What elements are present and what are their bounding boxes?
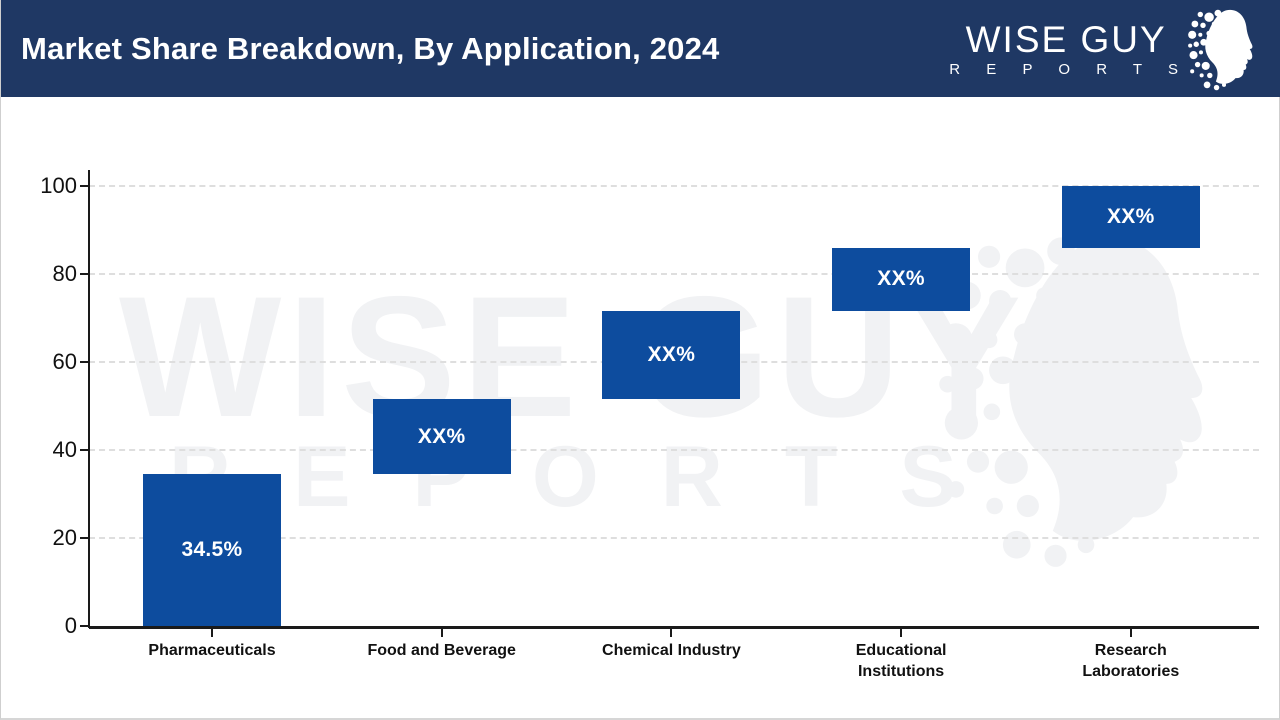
y-tick-label: 20 (52, 525, 77, 550)
category-label: Research Laboratories (1021, 641, 1241, 683)
category-label: Pharmaceuticals (102, 641, 322, 662)
bar-value-label: 34.5% (181, 538, 243, 562)
y-tick (80, 449, 89, 451)
logo-text: WISE GUY R E P O R T S (943, 21, 1189, 77)
category-label: Educational Institutions (791, 641, 1011, 683)
category-label-line: Institutions (857, 662, 945, 680)
bar-food-and-beverage: XX% (372, 399, 511, 475)
y-tick (80, 273, 89, 275)
y-tick (80, 185, 89, 187)
y-tick-label: 60 (52, 349, 77, 374)
y-tick-label: 0 (64, 613, 77, 638)
bar-value-label: XX% (1107, 204, 1155, 228)
x-tick (900, 629, 903, 637)
x-tick (440, 629, 443, 637)
bar-value-label: XX% (417, 424, 466, 448)
category-label-line: Pharmaceuticals (148, 642, 276, 659)
category-label-line: Educational (855, 642, 947, 659)
bar-educational-institutions: XX% (832, 247, 971, 312)
gridline (89, 185, 1259, 187)
bar-chemical-industry: XX% (602, 311, 741, 400)
dotted-head-icon (1188, 9, 1253, 90)
watermark-subtitle: REPORTS (169, 429, 1019, 525)
x-tick (1129, 629, 1132, 637)
bar-value-label: XX% (647, 343, 696, 367)
category-label: Food and Beverage (332, 641, 552, 662)
y-tick (80, 537, 89, 539)
category-label-line: Chemical Industry (602, 642, 741, 659)
gridline (89, 449, 1259, 451)
bar-research-laboratories: XX% (1061, 186, 1200, 248)
header-bar: Market Share Breakdown, By Application, … (1, 0, 1280, 97)
y-axis (88, 170, 90, 628)
wise-guy-reports-logo: WISE GUY R E P O R T S (943, 5, 1280, 93)
y-tick (80, 625, 89, 627)
category-label-line: Food and Beverage (367, 642, 516, 659)
x-axis (89, 626, 1259, 629)
gridline (89, 273, 1259, 275)
logo-wordmark: WISE GUY (965, 18, 1167, 60)
category-label: Chemical Industry (561, 641, 781, 662)
x-tick (211, 629, 213, 637)
category-label-line: Research (1094, 642, 1167, 659)
category-label-line: Laboratories (1082, 662, 1180, 680)
y-tick-label: 80 (52, 261, 77, 286)
gridline (89, 537, 1259, 539)
y-tick-label: 40 (52, 437, 77, 462)
x-tick (670, 629, 673, 637)
watermark-head-icon (939, 237, 1203, 567)
logo-subtitle: R E P O R T S (949, 60, 1189, 78)
bar-value-label: XX% (877, 267, 925, 291)
page-title: Market Share Breakdown, By Application, … (21, 30, 720, 66)
y-tick-label: 100 (40, 173, 77, 198)
bar-pharmaceuticals: 34.5% (143, 474, 281, 626)
y-tick (80, 361, 89, 363)
